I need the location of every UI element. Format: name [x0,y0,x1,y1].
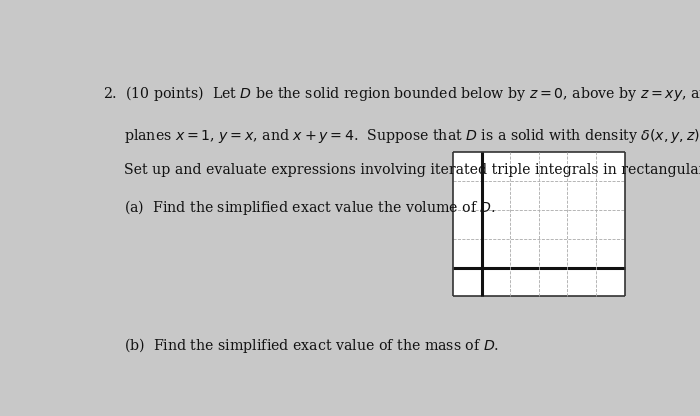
Text: (a)  Find the simplified exact value the volume of $D$.: (a) Find the simplified exact value the … [125,198,496,217]
Text: planes $x=1$, $y=x$, and $x+y=4$.  Suppose that $D$ is a solid with density $\de: planes $x=1$, $y=x$, and $x+y=4$. Suppos… [125,125,700,147]
Text: (b)  Find the simplified exact value of the mass of $D$.: (b) Find the simplified exact value of t… [125,336,500,355]
Text: 2.  (10 points)  Let $D$ be the solid region bounded below by $z=0$, above by $z: 2. (10 points) Let $D$ be the solid regi… [103,84,700,103]
Text: Set up and evaluate expressions involving iterated triple integrals in rectangul: Set up and evaluate expressions involvin… [125,163,700,177]
